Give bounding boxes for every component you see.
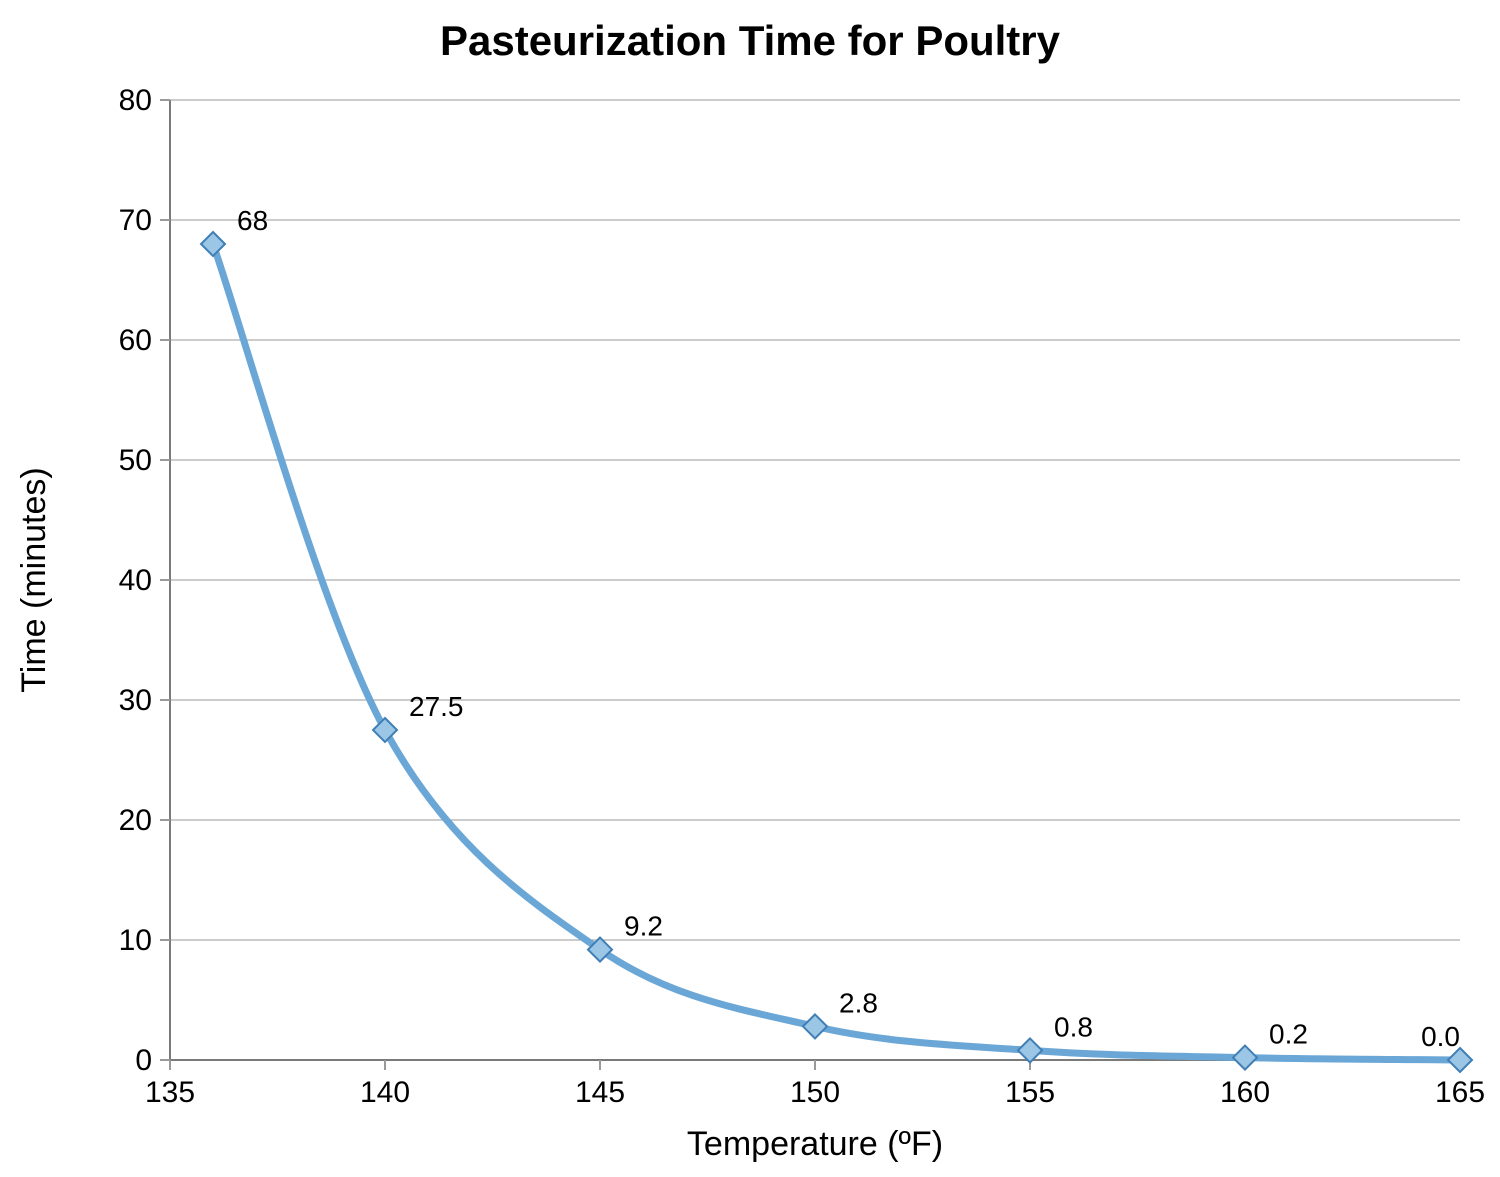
chart-svg: Pasteurization Time for Poultry 0 10 20 30 40… [0, 0, 1500, 1177]
y-tick-label: 10 [119, 924, 152, 957]
data-point-label: 68 [237, 205, 268, 236]
y-tick-label: 40 [119, 564, 152, 597]
y-tick-label: 0 [135, 1044, 152, 1077]
x-tick-label: 145 [575, 1076, 625, 1109]
x-tick-label: 160 [1220, 1076, 1270, 1109]
y-tick-label: 70 [119, 204, 152, 237]
chart-background [0, 0, 1500, 1177]
x-tick-label: 155 [1005, 1076, 1055, 1109]
chart-container: Pasteurization Time for Poultry 0 10 20 30 40… [0, 0, 1500, 1177]
x-tick-label: 150 [790, 1076, 840, 1109]
y-tick-label: 80 [119, 84, 152, 117]
y-tick-label: 30 [119, 684, 152, 717]
data-point-label: 9.2 [624, 911, 663, 942]
data-point-label: 27.5 [409, 691, 464, 722]
data-point-label: 0.8 [1054, 1011, 1093, 1042]
data-point-label: 0.2 [1269, 1019, 1308, 1050]
y-tick-label: 20 [119, 804, 152, 837]
data-point-label: 2.8 [839, 987, 878, 1018]
x-tick-label: 165 [1435, 1076, 1485, 1109]
x-tick-label: 135 [145, 1076, 195, 1109]
y-tick-label: 60 [119, 324, 152, 357]
y-axis-label: Time (minutes) [15, 467, 53, 692]
data-point-label: 0.0 [1421, 1021, 1460, 1052]
x-tick-label: 140 [360, 1076, 410, 1109]
x-axis-label: Temperature (ºF) [687, 1125, 943, 1163]
chart-title: Pasteurization Time for Poultry [440, 17, 1061, 64]
y-tick-label: 50 [119, 444, 152, 477]
